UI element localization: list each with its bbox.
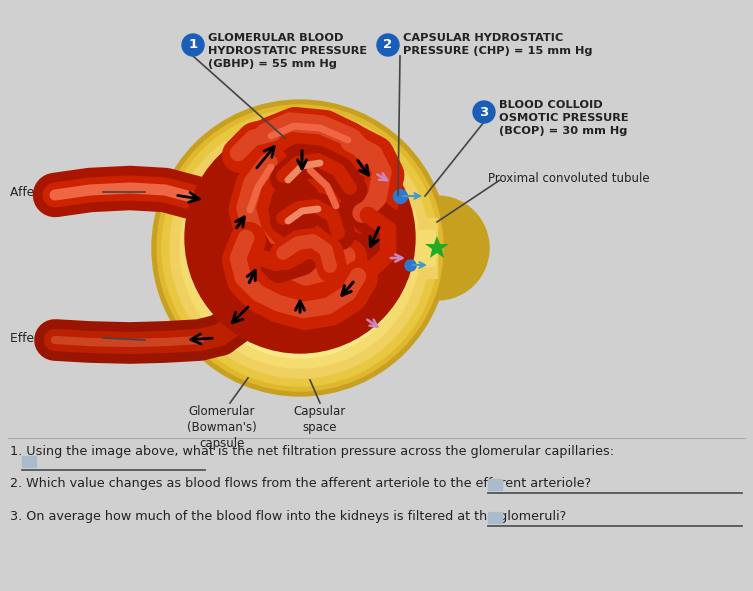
Text: GLOMERULAR BLOOD
HYDROSTATIC PRESSURE
(GBHP) = 55 mm Hg: GLOMERULAR BLOOD HYDROSTATIC PRESSURE (G…	[208, 33, 367, 69]
Circle shape	[377, 34, 399, 56]
Text: BLOOD COLLOID
OSMOTIC PRESSURE
(BCOP) = 30 mm Hg: BLOOD COLLOID OSMOTIC PRESSURE (BCOP) = …	[499, 100, 629, 137]
Circle shape	[180, 128, 420, 368]
Circle shape	[390, 201, 484, 295]
Text: 3. On average how much of the blood flow into the kidneys is filtered at the glo: 3. On average how much of the blood flow…	[10, 510, 566, 523]
Text: Efferent arteriole: Efferent arteriole	[10, 332, 114, 345]
Circle shape	[185, 123, 415, 353]
Bar	[22, 456, 36, 467]
Text: Capsular
space: Capsular space	[294, 405, 346, 434]
Polygon shape	[419, 218, 437, 278]
Polygon shape	[406, 230, 435, 266]
Text: 1. Using the image above, what is the net filtration pressure across the glomeru: 1. Using the image above, what is the ne…	[10, 445, 614, 458]
Text: 2. Which value changes as blood flows from the afferent arteriole to the efferen: 2. Which value changes as blood flows fr…	[10, 477, 591, 490]
Circle shape	[182, 34, 204, 56]
Text: 1: 1	[188, 38, 197, 51]
Circle shape	[162, 110, 438, 386]
Text: 2: 2	[383, 38, 392, 51]
Text: Glomerular
(Bowman's)
capsule: Glomerular (Bowman's) capsule	[187, 405, 257, 450]
Circle shape	[190, 138, 410, 358]
Text: Proximal convoluted tubule: Proximal convoluted tubule	[488, 171, 650, 184]
Circle shape	[157, 105, 443, 391]
Circle shape	[152, 100, 448, 396]
Circle shape	[170, 118, 430, 378]
Bar	[488, 512, 502, 523]
Text: 3: 3	[480, 106, 489, 119]
Circle shape	[473, 101, 495, 123]
Bar	[488, 479, 502, 490]
Circle shape	[397, 208, 477, 288]
Text: Afferent arteriole: Afferent arteriole	[10, 186, 115, 199]
Circle shape	[190, 138, 410, 358]
Text: CAPSULAR HYDROSTATIC
PRESSURE (CHP) = 15 mm Hg: CAPSULAR HYDROSTATIC PRESSURE (CHP) = 15…	[403, 33, 593, 56]
Circle shape	[385, 196, 489, 300]
Circle shape	[407, 218, 467, 278]
